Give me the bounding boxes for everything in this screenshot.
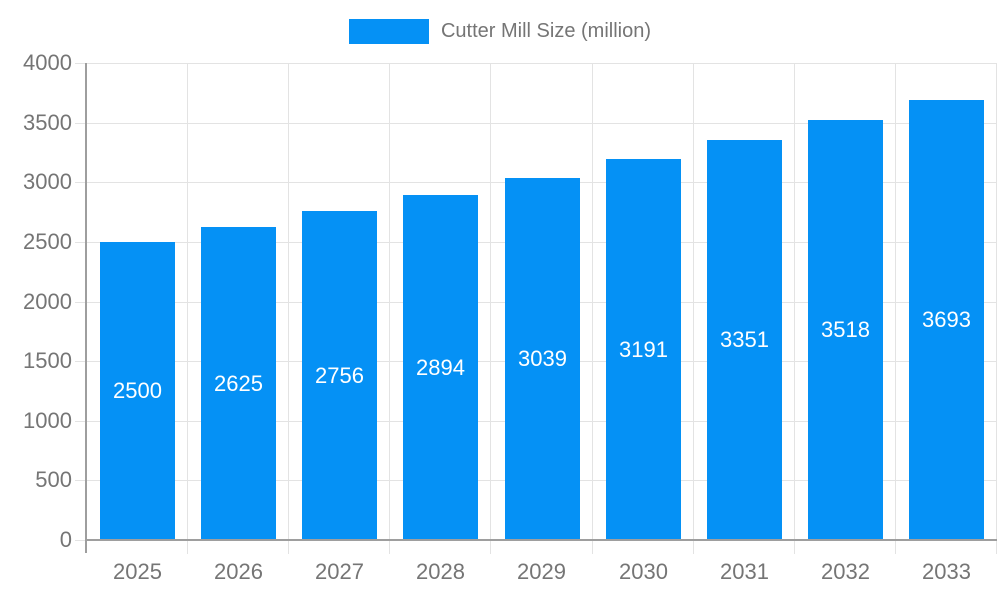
bar-2028[interactable]: 2894	[403, 195, 478, 540]
x-tick-label: 2025	[113, 559, 162, 584]
bar-value-label: 3191	[619, 336, 668, 362]
x-axis-tick	[693, 541, 694, 554]
x-tick-label: 2032	[821, 559, 870, 584]
y-axis-tick	[75, 242, 87, 243]
vertical-gridline	[794, 63, 795, 540]
x-axis-tick	[996, 541, 997, 554]
y-tick-label: 3500	[23, 110, 72, 135]
x-axis-tick	[895, 541, 896, 554]
y-tick-label: 4000	[23, 50, 72, 75]
vertical-gridline	[490, 63, 491, 540]
legend-item[interactable]: Cutter Mill Size (million)	[0, 19, 1000, 44]
y-tick-label: 3000	[23, 169, 72, 194]
vertical-gridline	[592, 63, 593, 540]
bar-value-label: 3039	[518, 346, 567, 371]
horizontal-gridline	[87, 63, 997, 64]
x-axis-tick	[187, 541, 188, 554]
x-axis-tick	[288, 541, 289, 554]
y-axis-tick	[75, 540, 87, 541]
y-tick-label: 1500	[23, 348, 72, 373]
horizontal-gridline	[87, 123, 997, 124]
y-tick-label: 500	[35, 467, 72, 492]
y-axis-tick	[75, 123, 87, 124]
vertical-gridline	[693, 63, 694, 540]
x-tick-label: 2029	[517, 559, 566, 584]
x-tick-label: 2030	[619, 559, 668, 584]
bar-2033[interactable]: 3693	[909, 100, 984, 540]
y-axis-tick	[75, 421, 87, 422]
vertical-gridline	[895, 63, 896, 540]
bar-value-label: 2756	[315, 362, 364, 388]
vertical-gridline	[996, 63, 997, 540]
y-tick-label: 0	[59, 527, 72, 552]
legend-label: Cutter Mill Size (million)	[440, 20, 652, 42]
x-tick-label: 2026	[214, 559, 263, 584]
bar-value-label: 3693	[922, 307, 971, 332]
bar-2026[interactable]: 2625	[201, 227, 276, 540]
bar-2025[interactable]: 2500	[100, 242, 175, 540]
vertical-gridline	[389, 63, 390, 540]
bar-2032[interactable]: 3518	[808, 120, 883, 540]
bar-value-label: 2500	[113, 378, 162, 403]
y-axis-tick	[75, 63, 87, 64]
x-axis-line	[87, 539, 997, 541]
legend-swatch	[348, 19, 429, 44]
x-axis-tick	[389, 541, 390, 554]
bar-value-label: 3518	[821, 317, 870, 342]
y-axis-line	[85, 63, 87, 553]
x-axis-tick	[490, 541, 491, 554]
x-tick-label: 2033	[922, 559, 971, 584]
x-axis-tick	[794, 541, 795, 554]
x-tick-label: 2031	[720, 559, 769, 584]
x-axis-tick	[592, 541, 593, 554]
x-tick-label: 2027	[315, 559, 364, 584]
vertical-gridline	[288, 63, 289, 540]
bar-value-label: 2894	[416, 354, 465, 380]
y-axis-tick	[75, 480, 87, 481]
bar-value-label: 2625	[214, 370, 263, 396]
bar-2027[interactable]: 2756	[302, 211, 377, 540]
y-tick-label: 2500	[23, 229, 72, 254]
bar-2029[interactable]: 3039	[505, 178, 580, 540]
y-tick-label: 1000	[23, 408, 72, 433]
vertical-gridline	[187, 63, 188, 540]
y-axis-tick	[75, 302, 87, 303]
y-axis-tick	[75, 182, 87, 183]
bar-2031[interactable]: 3351	[707, 140, 782, 540]
bar-value-label: 3351	[720, 327, 769, 352]
x-tick-label: 2028	[416, 559, 465, 584]
y-axis-tick	[75, 361, 87, 362]
y-tick-label: 2000	[23, 289, 72, 314]
bar-2030[interactable]: 3191	[606, 159, 681, 540]
